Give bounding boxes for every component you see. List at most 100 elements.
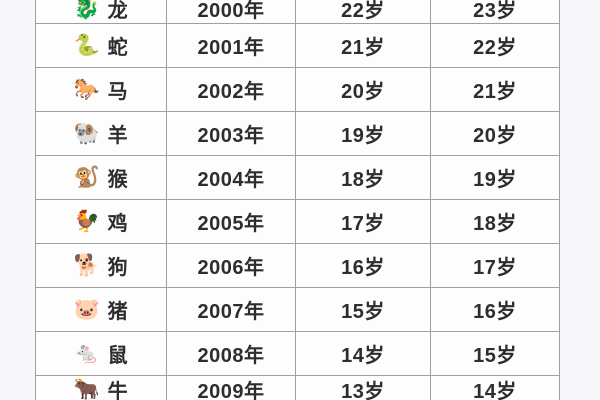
age-value: 19岁 <box>473 169 517 191</box>
age-value: 20岁 <box>341 81 385 103</box>
age-cell-right: 21岁 <box>430 67 560 112</box>
year-value: 2002年 <box>197 81 265 103</box>
year-value: 2008年 <box>197 345 265 367</box>
ox-emoji-icon: 🐂 <box>73 378 101 400</box>
age-value: 19岁 <box>341 125 385 147</box>
year-cell: 2001年 <box>166 23 296 68</box>
age-cell-left: 15岁 <box>295 287 431 332</box>
dragon-emoji-icon: 🐉 <box>73 0 101 20</box>
animal-cell: 🐁 鼠 <box>35 331 167 376</box>
age-cell-right: 15岁 <box>430 331 560 376</box>
year-value: 2009年 <box>197 381 265 400</box>
animal-name: 猪 <box>107 301 129 323</box>
table-row-horse: 🐎 马 2002年 20岁 21岁 <box>35 67 560 112</box>
age-cell-right: 17岁 <box>430 243 560 288</box>
age-value: 21岁 <box>473 81 517 103</box>
year-value: 2005年 <box>197 213 265 235</box>
animal-name: 猴 <box>107 169 129 191</box>
rat-emoji-icon: 🐁 <box>73 342 101 365</box>
year-cell: 2003年 <box>166 111 296 156</box>
age-cell-left: 13岁 <box>295 375 431 400</box>
year-cell: 2004年 <box>166 155 296 200</box>
year-value: 2003年 <box>197 125 265 147</box>
age-cell-right: 18岁 <box>430 199 560 244</box>
table-row-rat: 🐁 鼠 2008年 14岁 15岁 <box>35 331 560 376</box>
animal-cell: 🐏 羊 <box>35 111 167 156</box>
age-cell-right: 23岁 <box>430 0 560 24</box>
rooster-emoji-icon: 🐓 <box>73 210 101 233</box>
animal-name: 鸡 <box>107 213 129 235</box>
animal-cell: 🐷 猪 <box>35 287 167 332</box>
zodiac-age-table: 🐉 龙 2000年 22岁 23岁 🐍 蛇 2001年 21岁 22岁 🐎 马 200… <box>35 0 560 400</box>
animal-name: 鼠 <box>107 345 129 367</box>
age-value: 17岁 <box>473 257 517 279</box>
table-row-ox: 🐂 牛 2009年 13岁 14岁 <box>35 375 560 400</box>
year-cell: 2007年 <box>166 287 296 332</box>
animal-name: 蛇 <box>107 37 129 59</box>
table-row-goat: 🐏 羊 2003年 19岁 20岁 <box>35 111 560 156</box>
monkey-emoji-icon: 🐒 <box>73 166 101 189</box>
animal-cell: 🐍 蛇 <box>35 23 167 68</box>
year-cell: 2009年 <box>166 375 296 400</box>
animal-cell: 🐉 龙 <box>35 0 167 24</box>
animal-name: 羊 <box>107 125 129 147</box>
age-cell-right: 16岁 <box>430 287 560 332</box>
age-cell-left: 21岁 <box>295 23 431 68</box>
table-row-snake: 🐍 蛇 2001年 21岁 22岁 <box>35 23 560 68</box>
animal-cell: 🐕 狗 <box>35 243 167 288</box>
age-value: 16岁 <box>341 257 385 279</box>
age-cell-left: 19岁 <box>295 111 431 156</box>
age-cell-left: 16岁 <box>295 243 431 288</box>
age-value: 20岁 <box>473 125 517 147</box>
animal-name: 龙 <box>107 0 129 22</box>
age-value: 15岁 <box>341 301 385 323</box>
table-row-dragon: 🐉 龙 2000年 22岁 23岁 <box>35 0 560 24</box>
year-cell: 2006年 <box>166 243 296 288</box>
age-cell-right: 20岁 <box>430 111 560 156</box>
year-cell: 2008年 <box>166 331 296 376</box>
animal-cell: 🐂 牛 <box>35 375 167 400</box>
age-value: 14岁 <box>341 345 385 367</box>
goat-emoji-icon: 🐏 <box>73 122 101 145</box>
age-cell-left: 17岁 <box>295 199 431 244</box>
year-value: 2007年 <box>197 301 265 323</box>
table-row-dog: 🐕 狗 2006年 16岁 17岁 <box>35 243 560 288</box>
year-value: 2000年 <box>197 0 265 22</box>
horse-emoji-icon: 🐎 <box>73 78 101 101</box>
year-cell: 2005年 <box>166 199 296 244</box>
age-value: 14岁 <box>473 381 517 400</box>
age-value: 13岁 <box>341 381 385 400</box>
age-value: 21岁 <box>341 37 385 59</box>
year-value: 2006年 <box>197 257 265 279</box>
year-value: 2004年 <box>197 169 265 191</box>
animal-name: 狗 <box>107 257 129 279</box>
age-cell-right: 14岁 <box>430 375 560 400</box>
year-cell: 2000年 <box>166 0 296 24</box>
age-cell-left: 14岁 <box>295 331 431 376</box>
age-value: 22岁 <box>473 37 517 59</box>
animal-cell: 🐎 马 <box>35 67 167 112</box>
age-cell-left: 20岁 <box>295 67 431 112</box>
age-value: 18岁 <box>473 213 517 235</box>
animal-name: 马 <box>107 81 129 103</box>
year-value: 2001年 <box>197 37 265 59</box>
age-value: 15岁 <box>473 345 517 367</box>
age-value: 16岁 <box>473 301 517 323</box>
age-value: 18岁 <box>341 169 385 191</box>
animal-name: 牛 <box>107 381 129 400</box>
dog-emoji-icon: 🐕 <box>73 254 101 277</box>
age-value: 23岁 <box>473 0 517 22</box>
pig-emoji-icon: 🐷 <box>73 298 101 321</box>
age-cell-left: 18岁 <box>295 155 431 200</box>
table-row-monkey: 🐒 猴 2004年 18岁 19岁 <box>35 155 560 200</box>
animal-cell: 🐒 猴 <box>35 155 167 200</box>
table-row-pig: 🐷 猪 2007年 15岁 16岁 <box>35 287 560 332</box>
age-cell-right: 19岁 <box>430 155 560 200</box>
snake-emoji-icon: 🐍 <box>73 34 101 57</box>
age-cell-right: 22岁 <box>430 23 560 68</box>
table-row-rooster: 🐓 鸡 2005年 17岁 18岁 <box>35 199 560 244</box>
animal-cell: 🐓 鸡 <box>35 199 167 244</box>
age-value: 17岁 <box>341 213 385 235</box>
year-cell: 2002年 <box>166 67 296 112</box>
